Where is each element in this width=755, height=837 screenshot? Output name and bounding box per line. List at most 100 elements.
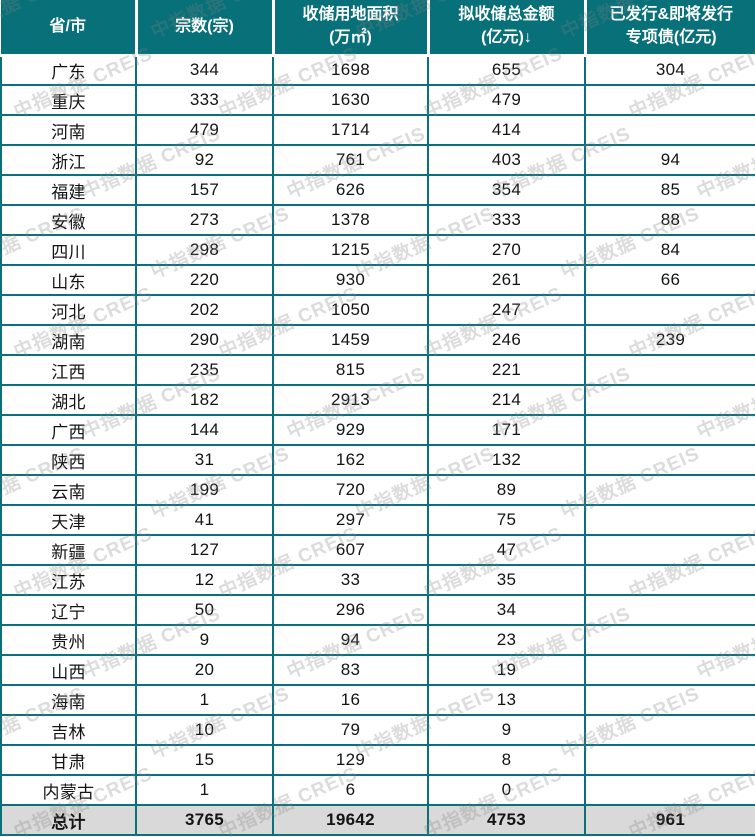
area-cell: 929 (272, 414, 429, 446)
count-cell: 15 (135, 744, 274, 776)
bond-cell (584, 444, 755, 476)
area-cell: 297 (272, 504, 429, 536)
amount-cell: 34 (427, 594, 586, 626)
amount-cell: 171 (427, 414, 586, 446)
bond-cell (584, 294, 755, 326)
count-cell: 41 (135, 504, 274, 536)
count-cell: 182 (135, 384, 274, 416)
bond-cell (584, 84, 755, 116)
area-cell: 79 (272, 714, 429, 746)
province-cell: 陕西 (0, 444, 137, 476)
province-cell: 重庆 (0, 84, 137, 116)
area-cell: 6 (272, 774, 429, 806)
province-cell: 江西 (0, 354, 137, 386)
area-cell: 761 (272, 144, 429, 176)
bond-cell (584, 684, 755, 716)
table-row: 河南 479 1714 414 (0, 114, 755, 146)
col-header-label: 收储用地面积 (302, 6, 399, 24)
amount-cell: 221 (427, 354, 586, 386)
bond-cell (584, 474, 755, 506)
area-cell: 1630 (272, 84, 429, 116)
area-cell: 1215 (272, 234, 429, 266)
table-row: 吉林 10 79 9 (0, 714, 755, 746)
province-cell: 河南 (0, 114, 137, 146)
table-row: 贵州 9 94 23 (0, 624, 755, 656)
bond-cell: 239 (584, 324, 755, 356)
count-cell: 202 (135, 294, 274, 326)
bond-cell (584, 714, 755, 746)
count-cell: 344 (135, 54, 274, 86)
count-cell: 12 (135, 564, 274, 596)
count-cell: 273 (135, 204, 274, 236)
bond-cell: 85 (584, 174, 755, 206)
amount-cell: 333 (427, 204, 586, 236)
amount-cell: 655 (427, 54, 586, 86)
col-header-label: 宗数(宗) (175, 17, 234, 35)
table-row: 山西 20 83 19 (0, 654, 755, 686)
province-cell: 湖北 (0, 384, 137, 416)
amount-cell: 35 (427, 564, 586, 596)
col-header-unit: (万㎡) (329, 28, 372, 46)
amount-cell: 89 (427, 474, 586, 506)
table-row: 江西 235 815 221 (0, 354, 755, 386)
area-cell: 607 (272, 534, 429, 566)
table-row: 重庆 333 1630 479 (0, 84, 755, 116)
table-row: 福建 157 626 354 85 (0, 174, 755, 206)
bond-cell (584, 624, 755, 656)
col-header-bond: 已发行&即将发行 专项债(亿元) (583, 0, 755, 57)
province-cell: 安徽 (0, 204, 137, 236)
area-cell: 1378 (272, 204, 429, 236)
province-cell: 湖南 (0, 324, 137, 356)
province-cell: 吉林 (0, 714, 137, 746)
table-row: 天津 41 297 75 (0, 504, 755, 536)
bond-cell: 88 (584, 204, 755, 236)
province-cell: 内蒙古 (0, 774, 137, 806)
area-cell: 2913 (272, 384, 429, 416)
count-cell: 479 (135, 114, 274, 146)
amount-cell: 75 (427, 504, 586, 536)
area-cell: 296 (272, 594, 429, 626)
province-cell: 总计 (0, 804, 137, 836)
table-row: 新疆 127 607 47 (0, 534, 755, 566)
area-cell: 16 (272, 684, 429, 716)
total-row: 总计 3765 19642 4753 961 (0, 804, 755, 836)
bond-cell (584, 774, 755, 806)
bond-cell (584, 384, 755, 416)
area-cell: 83 (272, 654, 429, 686)
col-header-amount-sorted[interactable]: 拟收储总金额 (亿元)↓ (426, 0, 585, 57)
table-row: 四川 298 1215 270 84 (0, 234, 755, 266)
area-cell: 930 (272, 264, 429, 296)
table-row: 湖北 182 2913 214 (0, 384, 755, 416)
table-row: 甘肃 15 129 8 (0, 744, 755, 776)
count-cell: 9 (135, 624, 274, 656)
table-row: 浙江 92 761 403 94 (0, 144, 755, 176)
table-row: 江苏 12 33 35 (0, 564, 755, 596)
province-cell: 四川 (0, 234, 137, 266)
table-row: 广西 144 929 171 (0, 414, 755, 446)
province-cell: 甘肃 (0, 744, 137, 776)
table-row: 云南 199 720 89 (0, 474, 755, 506)
area-cell: 94 (272, 624, 429, 656)
province-cell: 广东 (0, 54, 137, 86)
amount-cell: 13 (427, 684, 586, 716)
count-cell: 1 (135, 684, 274, 716)
amount-cell: 214 (427, 384, 586, 416)
area-cell: 720 (272, 474, 429, 506)
count-cell: 290 (135, 324, 274, 356)
province-cell: 云南 (0, 474, 137, 506)
bond-cell (584, 654, 755, 686)
col-header-label: 拟收储总金额 (458, 6, 555, 24)
bond-cell (584, 354, 755, 386)
count-cell: 235 (135, 354, 274, 386)
bond-cell: 961 (584, 804, 755, 836)
amount-cell: 246 (427, 324, 586, 356)
province-cell: 河北 (0, 294, 137, 326)
bond-cell (584, 504, 755, 536)
col-header-unit: 专项债(亿元) (625, 28, 717, 46)
province-cell: 海南 (0, 684, 137, 716)
count-cell: 10 (135, 714, 274, 746)
bond-cell (584, 414, 755, 446)
count-cell: 199 (135, 474, 274, 506)
bond-cell: 304 (584, 54, 755, 86)
